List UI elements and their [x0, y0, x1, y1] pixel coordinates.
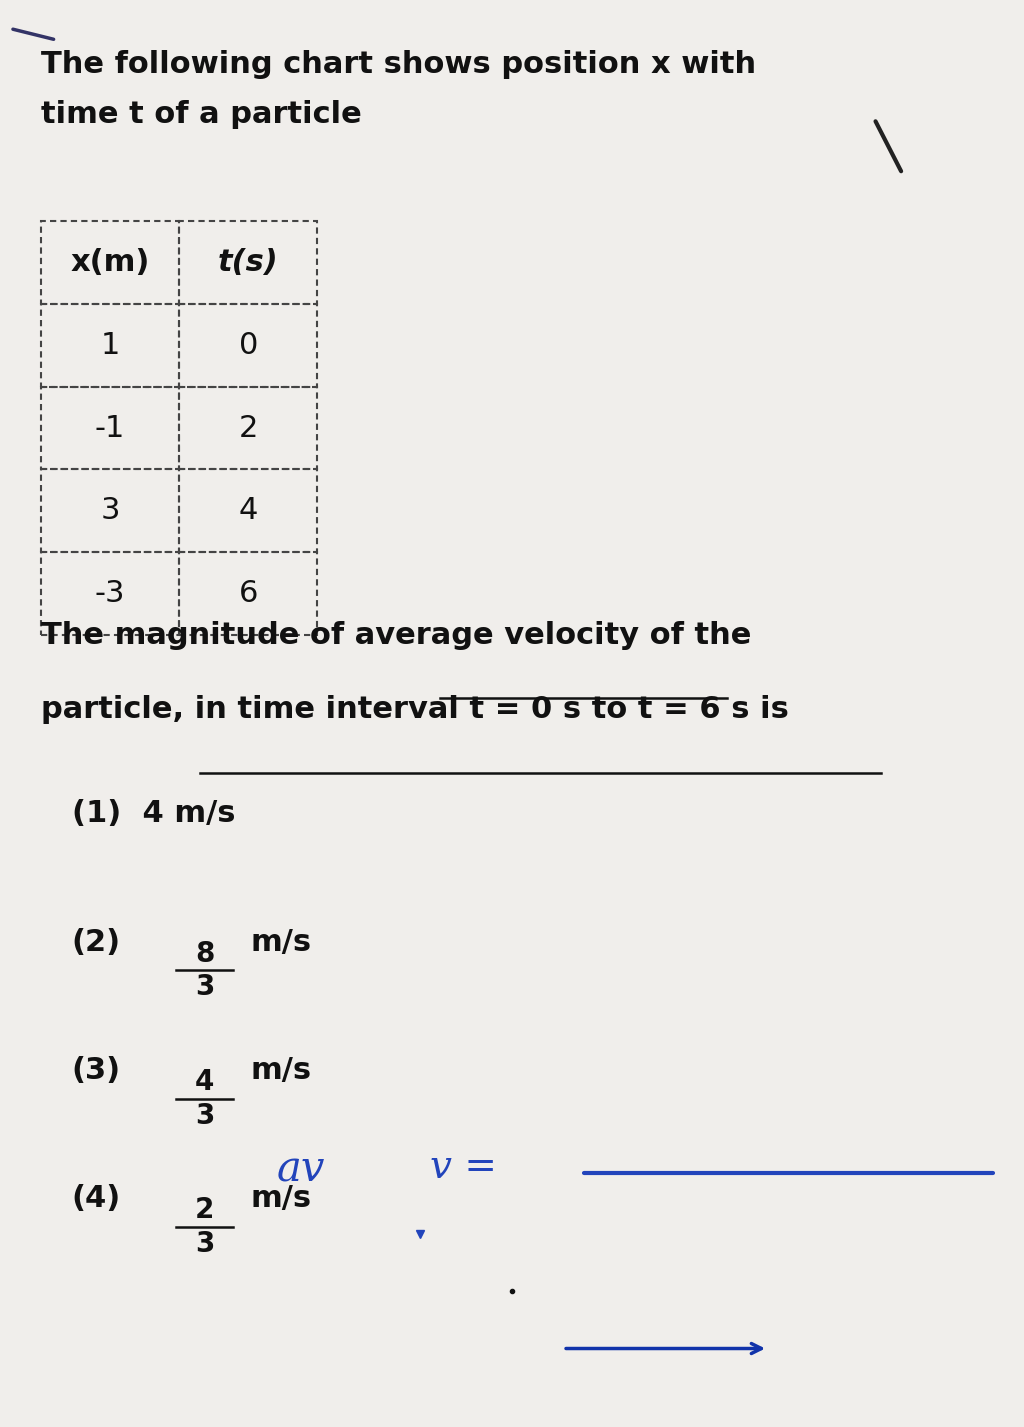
Text: av: av	[276, 1149, 325, 1190]
Text: (2): (2)	[72, 928, 121, 956]
Bar	[179, 552, 317, 635]
Text: 4: 4	[239, 497, 258, 525]
Bar	[179, 221, 317, 304]
Text: -3: -3	[95, 579, 125, 608]
Bar	[41, 387, 179, 469]
Text: m/s: m/s	[251, 1056, 312, 1085]
Text: The magnitude of average velocity of the: The magnitude of average velocity of the	[41, 621, 752, 649]
Text: x(m): x(m)	[71, 248, 150, 277]
Text: t(s): t(s)	[218, 248, 279, 277]
Bar	[179, 304, 317, 387]
Text: 8: 8	[196, 939, 214, 968]
Bar	[179, 469, 317, 552]
Bar	[41, 469, 179, 552]
Bar	[179, 387, 317, 469]
Text: -1: -1	[95, 414, 125, 442]
Text: The following chart shows position x with: The following chart shows position x wit…	[41, 50, 756, 78]
Bar	[41, 552, 179, 635]
Text: 3: 3	[196, 1102, 214, 1130]
Text: 0: 0	[239, 331, 258, 360]
Bar	[41, 304, 179, 387]
Text: 2: 2	[239, 414, 258, 442]
Bar	[41, 221, 179, 304]
Text: time t of a particle: time t of a particle	[41, 100, 361, 128]
Text: (4): (4)	[72, 1184, 121, 1213]
Text: 4: 4	[196, 1067, 214, 1096]
Text: 1: 1	[100, 331, 120, 360]
Text: 3: 3	[196, 973, 214, 1002]
Text: m/s: m/s	[251, 928, 312, 956]
Text: 3: 3	[100, 497, 120, 525]
Text: (3): (3)	[72, 1056, 121, 1085]
Text: 6: 6	[239, 579, 258, 608]
Text: v =: v =	[430, 1149, 497, 1186]
Text: particle, in time interval t = 0 s to t = 6 s is: particle, in time interval t = 0 s to t …	[41, 695, 788, 723]
Text: m/s: m/s	[251, 1184, 312, 1213]
Text: 2: 2	[196, 1196, 214, 1224]
Text: 3: 3	[196, 1230, 214, 1259]
Text: (1)  4 m/s: (1) 4 m/s	[72, 799, 236, 828]
